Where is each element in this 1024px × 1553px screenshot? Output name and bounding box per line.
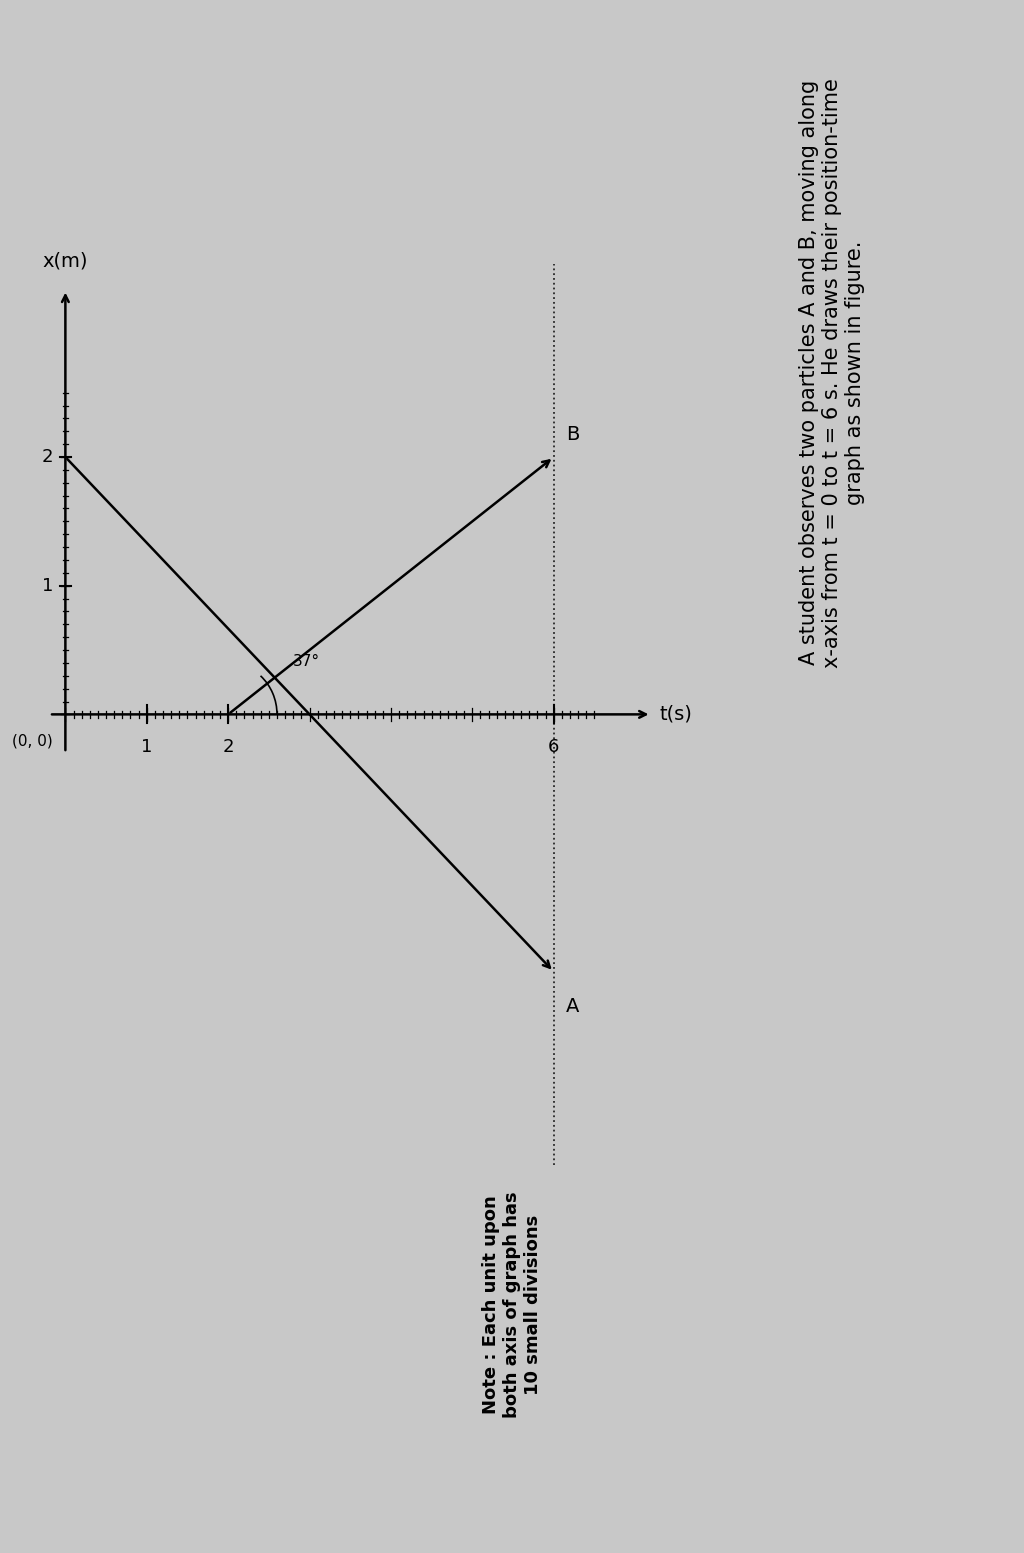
Text: 6: 6 [548, 738, 559, 756]
Text: t(s): t(s) [659, 705, 692, 724]
Text: x(m): x(m) [43, 252, 88, 270]
Text: A student observes two particles A and B, moving along
x-axis from t = 0 to t = : A student observes two particles A and B… [799, 78, 865, 668]
Text: 1: 1 [42, 576, 53, 595]
Text: A: A [566, 997, 580, 1017]
Text: 1: 1 [141, 738, 153, 756]
Text: 2: 2 [222, 738, 233, 756]
Text: Note : Each unit upon
both axis of graph has
10 small divisions: Note : Each unit upon both axis of graph… [482, 1191, 542, 1418]
Text: 2: 2 [42, 447, 53, 466]
Text: B: B [566, 426, 580, 444]
Text: (0, 0): (0, 0) [12, 733, 53, 749]
Text: 37°: 37° [293, 654, 321, 669]
